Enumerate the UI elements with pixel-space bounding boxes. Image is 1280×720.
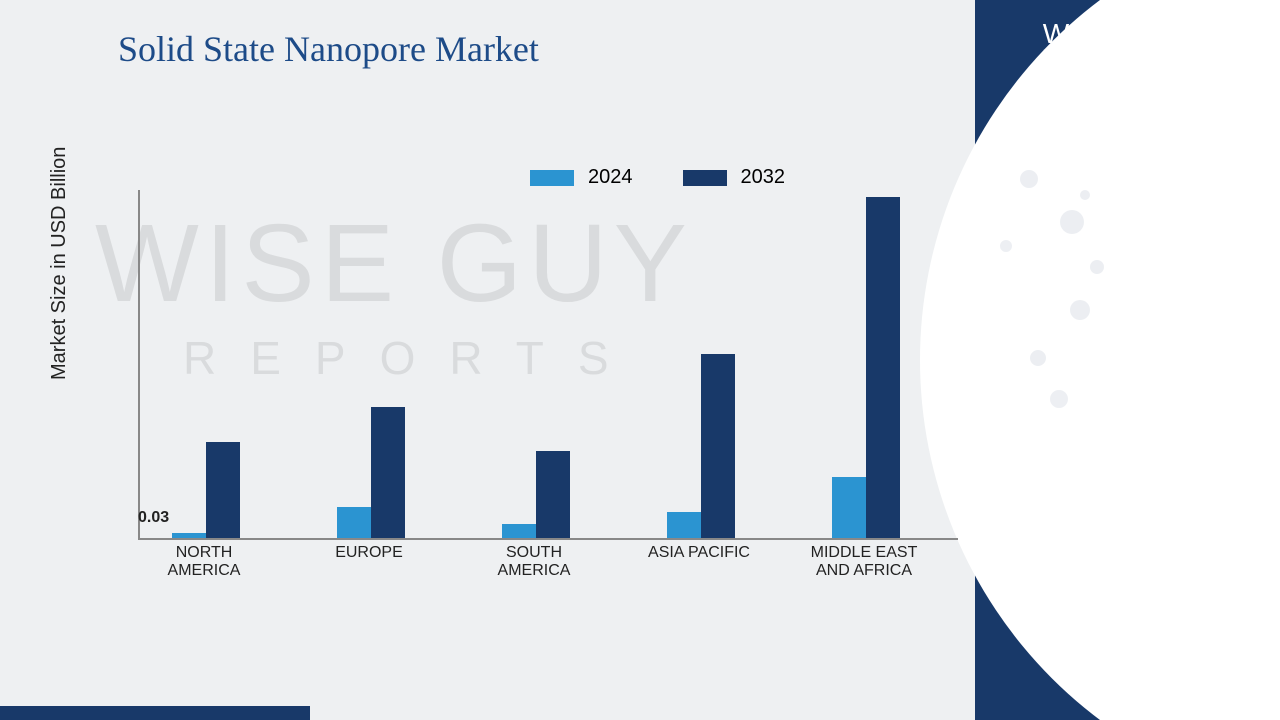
plot-area: [138, 190, 958, 540]
bar-2032: [536, 451, 570, 539]
x-axis-label: NORTH AMERICA: [144, 544, 264, 580]
x-axis-label: MIDDLE EAST AND AFRICA: [804, 544, 924, 580]
y-axis-label: Market Size in USD Billion: [48, 147, 71, 380]
bar-2032: [866, 197, 900, 538]
legend-swatch-2032: [683, 170, 727, 186]
bar-2024: [172, 533, 206, 538]
x-axis-label: SOUTH AMERICA: [474, 544, 594, 580]
bar-chart: Market Size in USD Billion 2024 2032 0.0…: [60, 130, 960, 710]
bar-2032: [206, 442, 240, 538]
legend-item-2024: 2024: [530, 166, 633, 189]
bar-2024: [502, 524, 536, 538]
legend-swatch-2024: [530, 170, 574, 186]
x-axis-label: EUROPE: [309, 544, 429, 562]
bar-2024: [667, 512, 701, 538]
bar-value-label: 0.03: [138, 509, 169, 527]
brand-logo: WISE GUY R E P O R T S: [1043, 18, 1250, 62]
bar-2024: [832, 477, 866, 538]
bar-2024: [337, 507, 371, 539]
bar-2032: [701, 354, 735, 538]
legend-item-2032: 2032: [683, 166, 786, 189]
chart-legend: 2024 2032: [530, 166, 785, 189]
bar-2032: [371, 407, 405, 538]
chart-title: Solid State Nanopore Market: [118, 28, 539, 70]
brand-head-icon: [1190, 36, 1260, 116]
x-axis-label: ASIA PACIFIC: [639, 544, 759, 562]
